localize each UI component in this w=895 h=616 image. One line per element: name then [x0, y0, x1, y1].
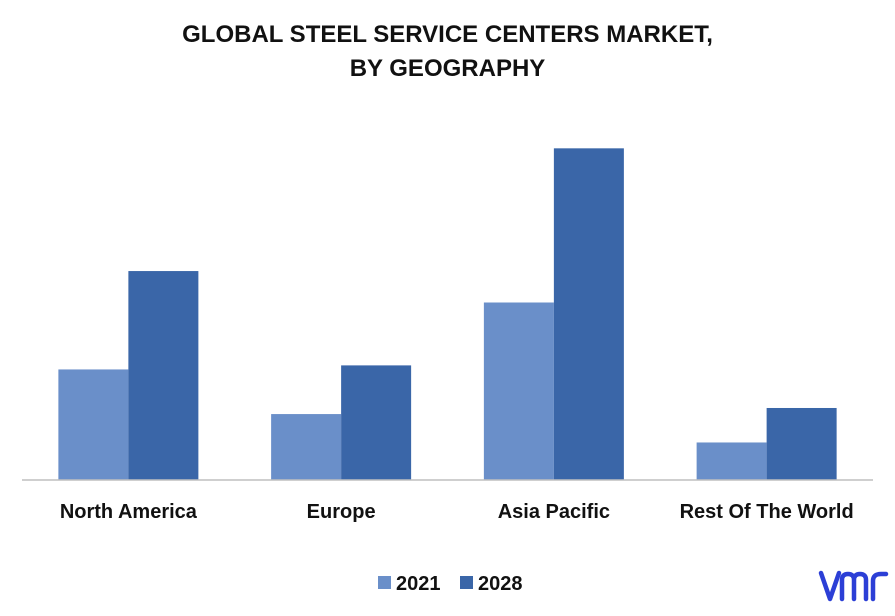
chart-title-line-2: BY GEOGRAPHY — [349, 55, 546, 82]
bar-asia-pacific-2028 — [553, 148, 624, 481]
bar-europe-2028 — [341, 365, 412, 480]
category-label-rest-of-the-world: Rest Of The World — [680, 501, 854, 523]
vmr-logo — [818, 570, 889, 602]
category-label-asia-pacific: Asia Pacific — [498, 501, 610, 523]
bar-europe-2021 — [271, 414, 342, 480]
legend-swatch-2021 — [378, 576, 391, 589]
legend: 2021 2028 — [378, 573, 523, 595]
legend-label-2028: 2028 — [478, 573, 523, 595]
bars-group — [58, 148, 837, 481]
category-labels: North America Europe Asia Pacific Rest Of T… — [60, 501, 854, 523]
bar-asia-pacific-2021 — [483, 302, 554, 480]
bar-rest-of-the-world-2021 — [696, 442, 767, 480]
legend-swatch-2028 — [460, 576, 473, 589]
category-label-north-america: North America — [60, 501, 198, 523]
legend-label-2021: 2021 — [396, 573, 441, 595]
bar-north-america-2021 — [58, 369, 129, 480]
chart-title: GLOBAL STEEL SERVICE CENTERS MARKET, BY … — [0, 18, 895, 86]
bar-rest-of-the-world-2028 — [766, 407, 837, 480]
bar-north-america-2028 — [128, 271, 199, 480]
category-label-europe: Europe — [307, 501, 376, 523]
chart-title-line-1: GLOBAL STEEL SERVICE CENTERS MARKET, — [182, 21, 713, 48]
